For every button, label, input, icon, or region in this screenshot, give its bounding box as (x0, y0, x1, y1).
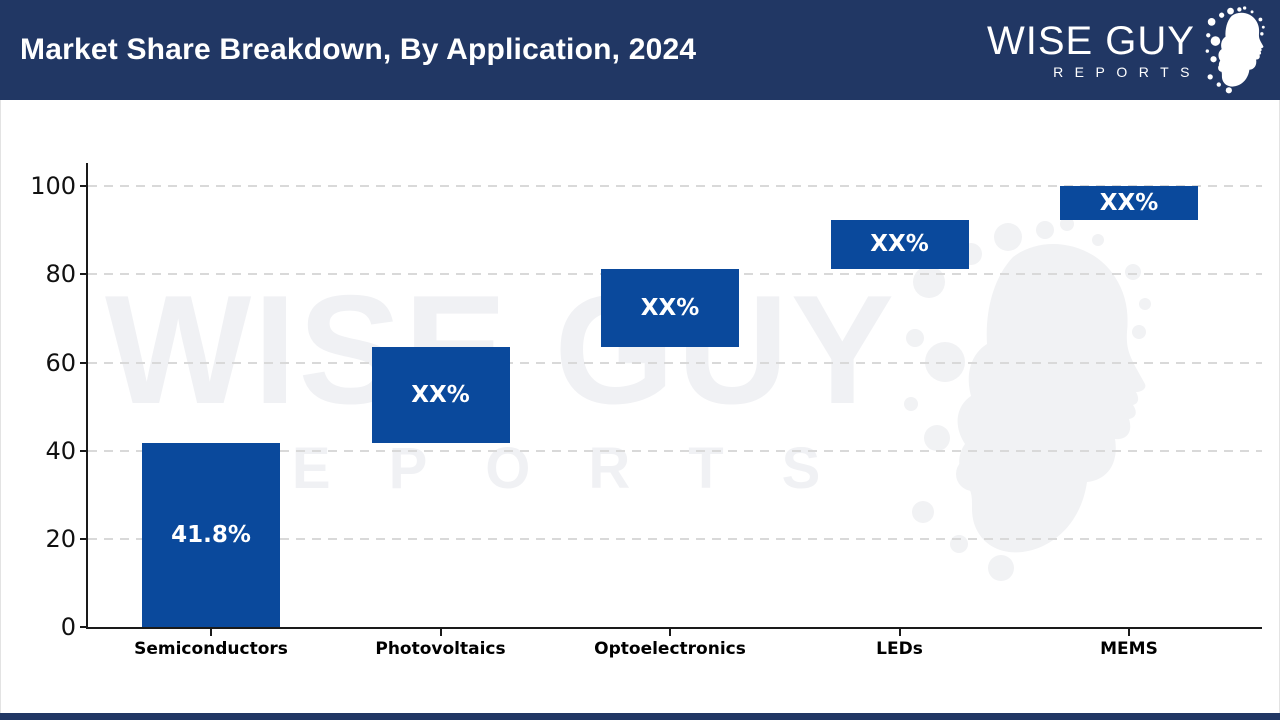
bar-semiconductors (142, 442, 280, 627)
bar-mems (1060, 186, 1198, 220)
brand-logo-text: WISE GUY REPORTS (987, 21, 1195, 79)
page-title: Market Share Breakdown, By Application, … (20, 33, 697, 66)
gridline-y20 (88, 537, 1262, 540)
y-tick-mark (80, 185, 86, 188)
bar-value-label: 41.8% (171, 521, 251, 548)
footer-band (0, 713, 1280, 720)
x-tick-mark (898, 629, 901, 636)
gridline-y100 (88, 185, 1262, 188)
x-tick-mark (210, 629, 212, 636)
bar-value-label: XX% (870, 231, 929, 258)
x-tick-mark (1128, 629, 1130, 636)
bar-photovoltaics (371, 347, 510, 443)
x-category-label: MEMS (1100, 639, 1158, 659)
gridline-y60 (88, 361, 1262, 364)
bar-value-label: XX% (1099, 189, 1159, 216)
y-tick-mark (80, 537, 86, 540)
brand-subname: REPORTS (1053, 64, 1201, 80)
x-tick-mark (669, 629, 671, 636)
x-category-label: Photovoltaics (375, 639, 506, 659)
y-tick-mark (80, 273, 86, 276)
y-tick-mark (80, 361, 86, 364)
y-tick-label: 40 (45, 436, 76, 465)
watermark-brand-subname: REPORTS (192, 436, 879, 501)
gridline-y40 (88, 449, 1262, 452)
y-tick-label: 80 (45, 260, 76, 289)
x-category-label: Semiconductors (134, 639, 288, 659)
brand-logo: WISE GUY REPORTS (987, 0, 1270, 100)
header-band: Market Share Breakdown, By Application, … (0, 0, 1280, 100)
dotted-head-icon (1205, 6, 1265, 94)
brand-name: WISE GUY (986, 19, 1195, 63)
x-axis-spine (86, 627, 1262, 629)
y-tick-label: 0 (60, 613, 76, 641)
x-category-label: Optoelectronics (594, 639, 746, 659)
y-tick-label: 100 (30, 172, 76, 201)
x-tick-mark (439, 629, 442, 636)
y-tick-mark (80, 449, 86, 452)
bar-leds (830, 219, 969, 270)
y-tick-label: 20 (45, 524, 76, 553)
bar-value-label: XX% (411, 381, 470, 408)
y-tick-label: 60 (45, 348, 76, 377)
bar-optoelectronics (601, 269, 739, 348)
x-category-label: LEDs (876, 639, 923, 659)
bar-value-label: XX% (640, 295, 700, 322)
y-axis-spine (86, 163, 88, 629)
y-tick-mark (80, 626, 86, 628)
